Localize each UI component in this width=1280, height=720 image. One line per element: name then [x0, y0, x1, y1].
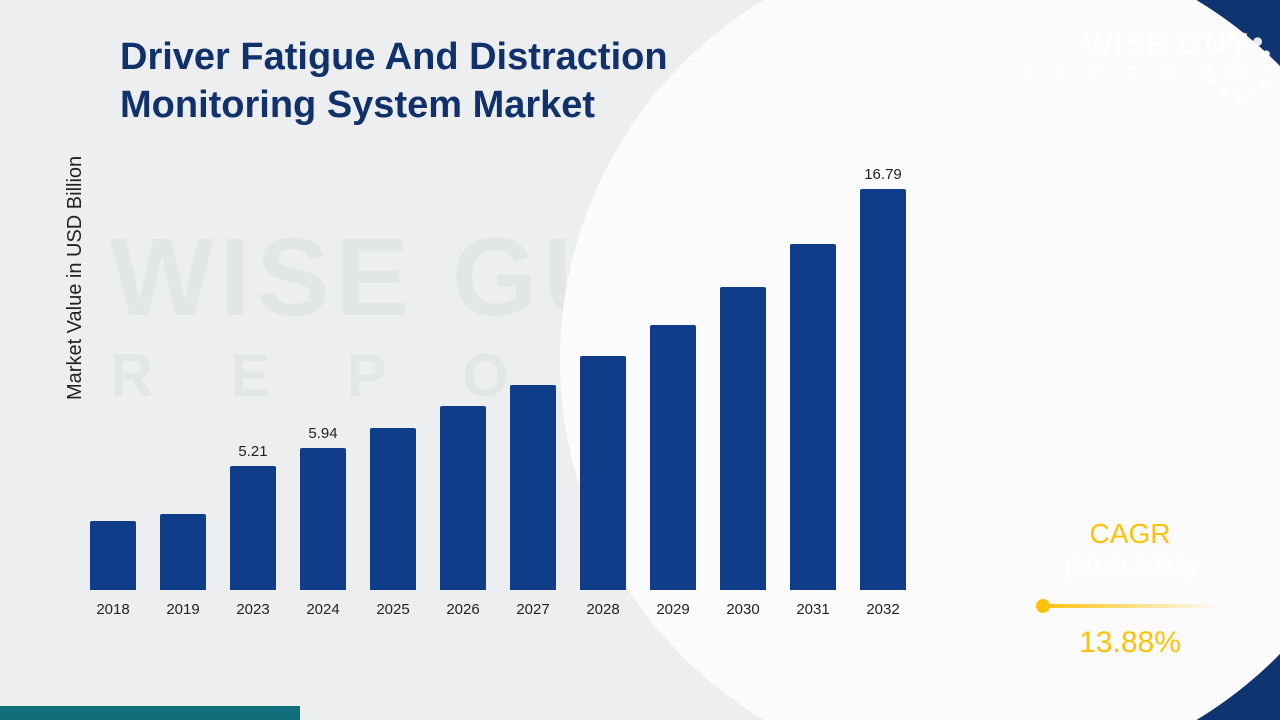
bar — [510, 385, 556, 590]
bar-value-label: 16.79 — [853, 166, 913, 183]
cagr-range: (2019-2032) — [1020, 554, 1240, 582]
bar — [160, 514, 206, 590]
title-line2: Monitoring System Market — [120, 82, 668, 130]
x-category: 2025 — [363, 601, 423, 618]
bar — [720, 287, 766, 590]
bar — [580, 356, 626, 590]
logo-line1: WISE GUY — [1023, 28, 1250, 62]
cagr-value: 13.88% — [1020, 626, 1240, 660]
bar — [90, 521, 136, 590]
y-axis-label: Market Value in USD Billion — [64, 156, 87, 400]
x-category: 2019 — [153, 601, 213, 618]
bottom-accent-bar — [0, 706, 300, 720]
bar — [300, 448, 346, 590]
bar — [230, 466, 276, 590]
bar — [860, 189, 906, 590]
right-panel: WISE GUY R E P O R T S CAGR (2019-2032) … — [980, 0, 1280, 720]
x-category: 2026 — [433, 601, 493, 618]
x-category: 2023 — [223, 601, 283, 618]
bar-value-label: 5.21 — [223, 443, 283, 460]
x-category: 2032 — [853, 601, 913, 618]
cagr-title: CAGR — [1020, 518, 1240, 550]
bar — [650, 325, 696, 590]
bar-chart: 2018201920235.2120245.942025202620272028… — [90, 160, 910, 590]
x-category: 2024 — [293, 601, 353, 618]
chart-canvas: WISE GUY R E P O R T S WISE GUY R E P O … — [0, 0, 1280, 720]
x-category: 2028 — [573, 601, 633, 618]
title-line1: Driver Fatigue And Distraction — [120, 34, 668, 82]
x-category: 2018 — [83, 601, 143, 618]
x-category: 2029 — [643, 601, 703, 618]
chart-title: Driver Fatigue And Distraction Monitorin… — [120, 34, 668, 129]
x-category: 2030 — [713, 601, 773, 618]
cagr-dot-icon — [1036, 599, 1050, 613]
cagr-block: CAGR (2019-2032) 13.88% — [1020, 518, 1240, 660]
x-category: 2027 — [503, 601, 563, 618]
bar — [440, 406, 486, 590]
x-category: 2031 — [783, 601, 843, 618]
cagr-divider — [1040, 604, 1220, 608]
bar-value-label: 5.94 — [293, 425, 353, 442]
logo-line2: R E P O R T S — [1023, 64, 1250, 81]
bar — [790, 244, 836, 590]
bar — [370, 428, 416, 590]
brand-logo: WISE GUY R E P O R T S — [1023, 28, 1250, 81]
